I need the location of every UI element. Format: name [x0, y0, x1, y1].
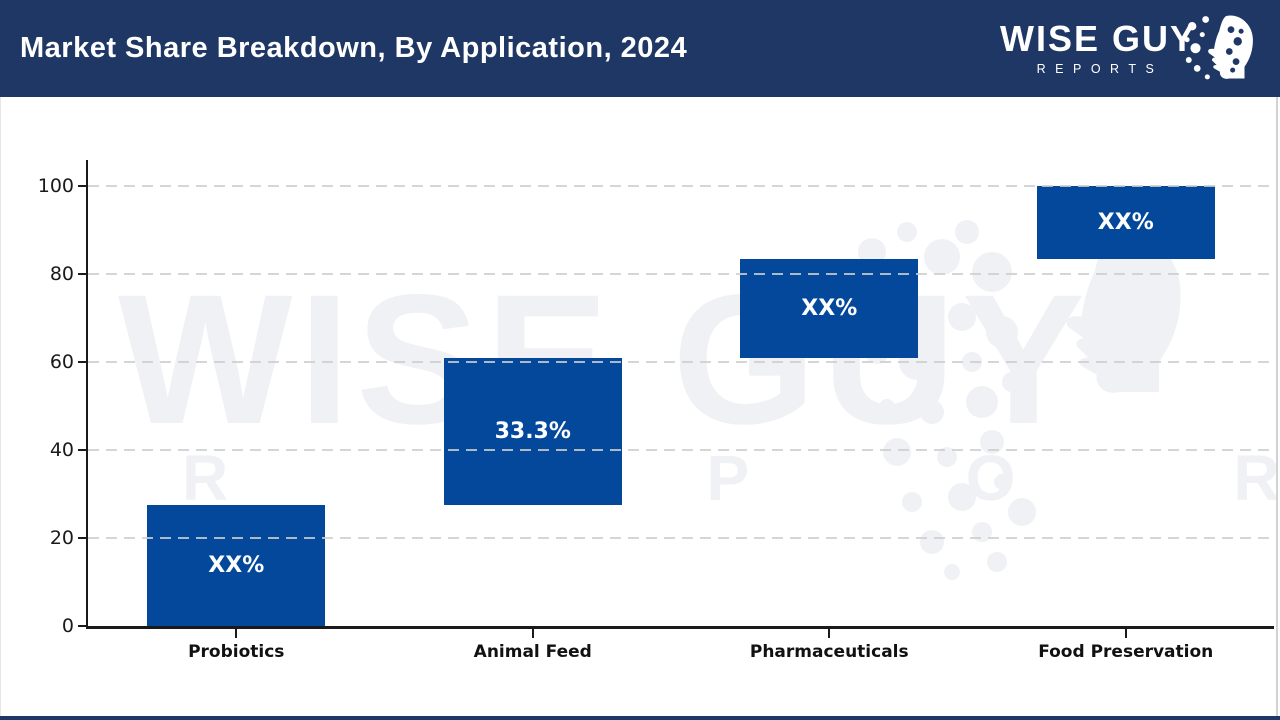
head-profile-dots-icon [1184, 14, 1253, 79]
watermark-text-reports: R E P O R T S [182, 442, 1280, 514]
logo-title: WISE GUY [999, 18, 1196, 59]
logo-text: WISE GUY REPORTS [999, 18, 1196, 77]
grid-line [88, 449, 1274, 451]
x-tick-mark [828, 629, 831, 638]
wise-guy-logo: WISE GUY REPORTS [1000, 9, 1258, 89]
chart-area: WISE GUY R E P O R T S XX%33.3%XX%XX%020… [0, 97, 1280, 720]
bar-value-label: XX% [208, 552, 265, 578]
logo-subtitle: REPORTS [1036, 62, 1164, 76]
bar: 33.3% [443, 358, 622, 505]
x-axis-line [86, 626, 1274, 629]
y-axis-line [86, 160, 88, 629]
x-tick-label: Animal Feed [473, 642, 592, 662]
y-tick-mark [78, 625, 86, 627]
y-tick-mark [78, 361, 86, 363]
grid-line [88, 273, 1274, 275]
header-bar: Market Share Breakdown, By Application, … [0, 0, 1280, 97]
x-tick-mark [1124, 629, 1127, 638]
x-tick-label: Pharmaceuticals [749, 642, 909, 662]
y-tick-label: 0 [61, 615, 74, 637]
left-border-line [0, 97, 1, 720]
bar-value-label: XX% [801, 296, 858, 322]
y-tick-label: 80 [49, 263, 74, 285]
bar-value-label: XX% [1097, 210, 1154, 236]
y-tick-mark [78, 273, 86, 275]
y-tick-label: 20 [49, 527, 74, 549]
bar: XX% [1036, 186, 1215, 260]
y-tick-label: 100 [37, 175, 74, 197]
right-border-line [1276, 97, 1278, 720]
x-tick-mark [531, 629, 534, 638]
y-tick-label: 60 [49, 351, 74, 373]
grid-line [88, 185, 1274, 187]
bar: XX% [147, 504, 326, 626]
y-tick-label: 40 [49, 439, 74, 461]
grid-line [88, 361, 1274, 363]
y-tick-mark [78, 185, 86, 187]
footer-bar [0, 716, 1280, 720]
x-tick-mark [235, 629, 238, 638]
page-title: Market Share Breakdown, By Application, … [20, 32, 688, 64]
y-tick-mark [78, 537, 86, 539]
grid-line [88, 537, 1274, 539]
bar-value-label: 33.3% [494, 418, 571, 444]
x-tick-label: Probiotics [188, 642, 285, 662]
y-tick-mark [78, 449, 86, 451]
x-tick-label: Food Preservation [1038, 642, 1214, 662]
